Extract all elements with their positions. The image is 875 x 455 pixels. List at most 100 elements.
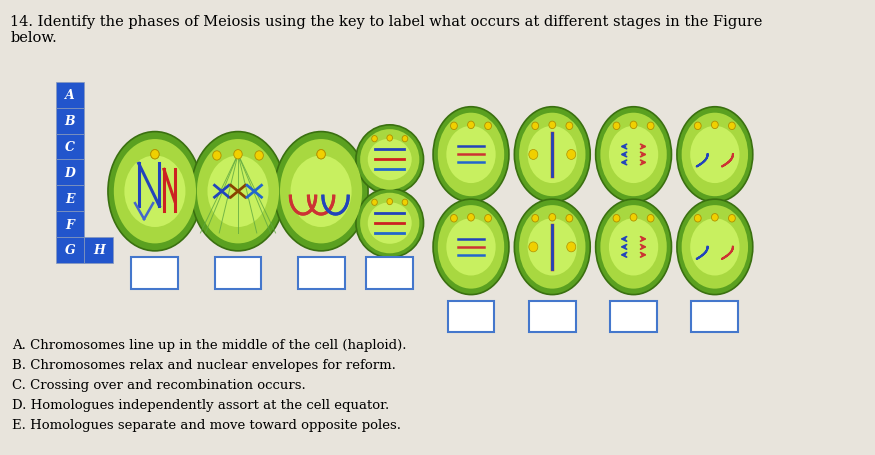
- Circle shape: [387, 136, 393, 142]
- Ellipse shape: [446, 219, 495, 276]
- Circle shape: [528, 150, 538, 160]
- Ellipse shape: [368, 139, 412, 181]
- Circle shape: [150, 150, 159, 160]
- Ellipse shape: [274, 132, 368, 251]
- Circle shape: [711, 122, 718, 129]
- Ellipse shape: [677, 107, 752, 203]
- Circle shape: [372, 136, 377, 142]
- Circle shape: [317, 150, 326, 160]
- Ellipse shape: [682, 206, 748, 289]
- Bar: [56, 108, 85, 134]
- Ellipse shape: [433, 107, 509, 203]
- Circle shape: [729, 123, 735, 130]
- Ellipse shape: [433, 200, 509, 295]
- Bar: [214, 257, 262, 289]
- Bar: [131, 257, 178, 289]
- Circle shape: [567, 150, 576, 160]
- Bar: [691, 301, 738, 333]
- Circle shape: [613, 215, 620, 222]
- Circle shape: [566, 123, 573, 130]
- Circle shape: [532, 123, 539, 130]
- Circle shape: [485, 123, 492, 130]
- Ellipse shape: [438, 206, 504, 289]
- Ellipse shape: [438, 113, 504, 197]
- Text: A: A: [65, 89, 75, 102]
- Text: A. Chromosomes line up in the middle of the cell (haploid).: A. Chromosomes line up in the middle of …: [12, 339, 407, 352]
- Circle shape: [372, 200, 377, 206]
- Circle shape: [630, 122, 637, 129]
- Circle shape: [402, 136, 408, 142]
- Text: below.: below.: [10, 31, 57, 45]
- Ellipse shape: [519, 113, 585, 197]
- Ellipse shape: [609, 219, 658, 276]
- Text: D: D: [65, 167, 75, 179]
- Circle shape: [532, 215, 539, 222]
- Ellipse shape: [528, 126, 577, 184]
- Ellipse shape: [108, 132, 202, 251]
- Circle shape: [695, 215, 701, 222]
- Ellipse shape: [197, 140, 279, 244]
- Circle shape: [711, 214, 718, 222]
- Text: H: H: [93, 244, 105, 257]
- Bar: [447, 301, 494, 333]
- Circle shape: [387, 199, 393, 205]
- Circle shape: [648, 123, 654, 130]
- Circle shape: [467, 122, 474, 129]
- Circle shape: [255, 152, 263, 161]
- Bar: [367, 257, 413, 289]
- Text: G: G: [65, 244, 75, 257]
- Circle shape: [648, 215, 654, 222]
- Circle shape: [549, 214, 556, 222]
- Ellipse shape: [596, 107, 671, 203]
- Circle shape: [729, 215, 735, 222]
- Text: B: B: [65, 115, 75, 128]
- Ellipse shape: [600, 113, 667, 197]
- Circle shape: [613, 123, 620, 130]
- Circle shape: [451, 123, 458, 130]
- Circle shape: [549, 122, 556, 129]
- Circle shape: [467, 214, 474, 222]
- Ellipse shape: [514, 200, 591, 295]
- Ellipse shape: [677, 200, 752, 295]
- Bar: [56, 186, 85, 212]
- Ellipse shape: [356, 126, 424, 195]
- Ellipse shape: [682, 113, 748, 197]
- Ellipse shape: [191, 132, 285, 251]
- Text: E: E: [66, 192, 74, 205]
- Ellipse shape: [519, 206, 585, 289]
- Circle shape: [317, 150, 326, 160]
- Circle shape: [451, 215, 458, 222]
- Bar: [56, 134, 85, 160]
- Circle shape: [150, 150, 159, 160]
- Text: C. Crossing over and recombination occurs.: C. Crossing over and recombination occur…: [12, 378, 306, 391]
- Bar: [56, 212, 85, 238]
- Ellipse shape: [514, 107, 591, 203]
- Ellipse shape: [596, 200, 671, 295]
- Ellipse shape: [368, 203, 412, 244]
- Circle shape: [566, 215, 573, 222]
- Ellipse shape: [528, 219, 577, 276]
- Ellipse shape: [356, 189, 424, 258]
- Ellipse shape: [609, 126, 658, 184]
- Ellipse shape: [360, 193, 419, 254]
- Text: D. Homologues independently assort at the cell equator.: D. Homologues independently assort at th…: [12, 398, 389, 411]
- Bar: [56, 83, 85, 108]
- Circle shape: [213, 152, 221, 161]
- Circle shape: [485, 215, 492, 222]
- Text: 14. Identify the phases of Meiosis using the key to label what occurs at differe: 14. Identify the phases of Meiosis using…: [10, 15, 763, 29]
- Ellipse shape: [207, 156, 269, 228]
- Ellipse shape: [446, 126, 495, 184]
- Text: E. Homologues separate and move toward opposite poles.: E. Homologues separate and move toward o…: [12, 418, 402, 431]
- Ellipse shape: [114, 140, 196, 244]
- Ellipse shape: [290, 156, 352, 228]
- Circle shape: [630, 214, 637, 222]
- Text: B. Chromosomes relax and nuclear envelopes for reform.: B. Chromosomes relax and nuclear envelop…: [12, 359, 396, 371]
- Bar: [56, 160, 85, 186]
- Bar: [298, 257, 345, 289]
- Bar: [85, 238, 114, 263]
- Circle shape: [695, 123, 701, 130]
- Text: C: C: [65, 141, 75, 154]
- Bar: [528, 301, 576, 333]
- Circle shape: [567, 243, 576, 252]
- Ellipse shape: [600, 206, 667, 289]
